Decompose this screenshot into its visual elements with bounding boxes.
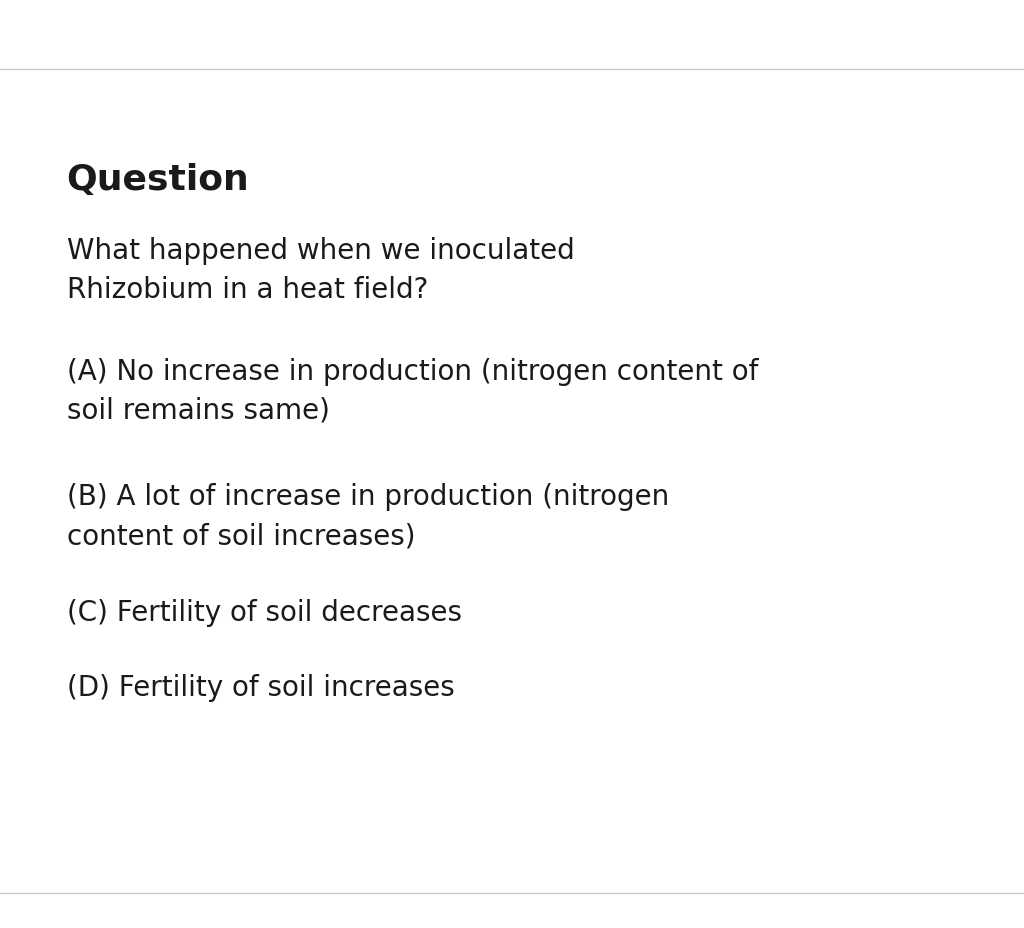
Text: (C) Fertility of soil decreases: (C) Fertility of soil decreases <box>67 599 462 626</box>
Text: Question: Question <box>67 162 249 197</box>
Text: (D) Fertility of soil increases: (D) Fertility of soil increases <box>67 673 455 701</box>
Text: (B) A lot of increase in production (nitrogen
content of soil increases): (B) A lot of increase in production (nit… <box>67 483 669 549</box>
Text: (A) No increase in production (nitrogen content of
soil remains same): (A) No increase in production (nitrogen … <box>67 357 758 424</box>
Text: What happened when we inoculated
Rhizobium in a heat field?: What happened when we inoculated Rhizobi… <box>67 237 574 303</box>
